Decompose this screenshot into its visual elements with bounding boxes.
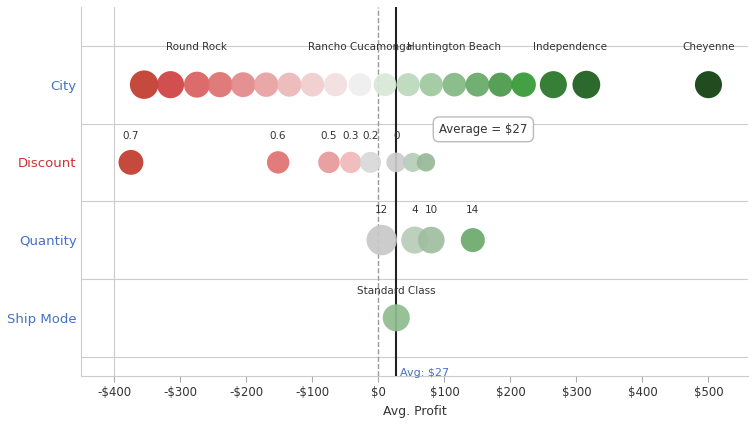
Text: 0.5: 0.5 (321, 130, 337, 141)
Point (702, 81, 714, 88)
Text: Avg: $27: Avg: $27 (399, 368, 448, 378)
Point (307, 81, 319, 88)
Point (547, 81, 559, 88)
Text: Round Rock: Round Rock (166, 42, 227, 52)
Point (354, 81, 366, 88)
Text: Independence: Independence (533, 42, 607, 52)
Point (390, 159, 402, 166)
Point (323, 159, 335, 166)
Point (237, 81, 249, 88)
Point (365, 159, 377, 166)
Point (390, 314, 402, 321)
Point (471, 81, 483, 88)
Point (448, 81, 461, 88)
Point (379, 81, 391, 88)
Text: 4: 4 (411, 205, 418, 215)
Point (408, 237, 421, 244)
Text: 0.3: 0.3 (343, 130, 359, 141)
Point (165, 81, 177, 88)
Text: Cheyenne: Cheyenne (683, 42, 735, 52)
Point (402, 81, 414, 88)
X-axis label: Avg. Profit: Avg. Profit (383, 405, 447, 418)
Point (260, 81, 273, 88)
Text: 10: 10 (424, 205, 438, 215)
Point (425, 237, 437, 244)
Point (376, 237, 388, 244)
Point (345, 159, 357, 166)
Text: 0.6: 0.6 (270, 130, 286, 141)
Point (125, 159, 137, 166)
Point (191, 81, 203, 88)
Point (329, 81, 341, 88)
Point (518, 81, 530, 88)
Text: Standard Class: Standard Class (357, 286, 436, 296)
Text: Huntington Beach: Huntington Beach (408, 42, 501, 52)
Point (283, 81, 295, 88)
Text: 0.2: 0.2 (362, 130, 379, 141)
Text: Rancho Cucamonga: Rancho Cucamonga (308, 42, 412, 52)
Point (272, 159, 284, 166)
Text: 0: 0 (393, 130, 399, 141)
Point (214, 81, 226, 88)
Point (495, 81, 507, 88)
Point (138, 81, 150, 88)
Point (467, 237, 479, 244)
Text: 12: 12 (375, 205, 388, 215)
Point (425, 81, 437, 88)
Text: 14: 14 (466, 205, 479, 215)
Text: 0.7: 0.7 (122, 130, 139, 141)
Point (420, 159, 432, 166)
Text: Average = $27: Average = $27 (439, 123, 528, 136)
Point (581, 81, 593, 88)
Point (407, 159, 419, 166)
